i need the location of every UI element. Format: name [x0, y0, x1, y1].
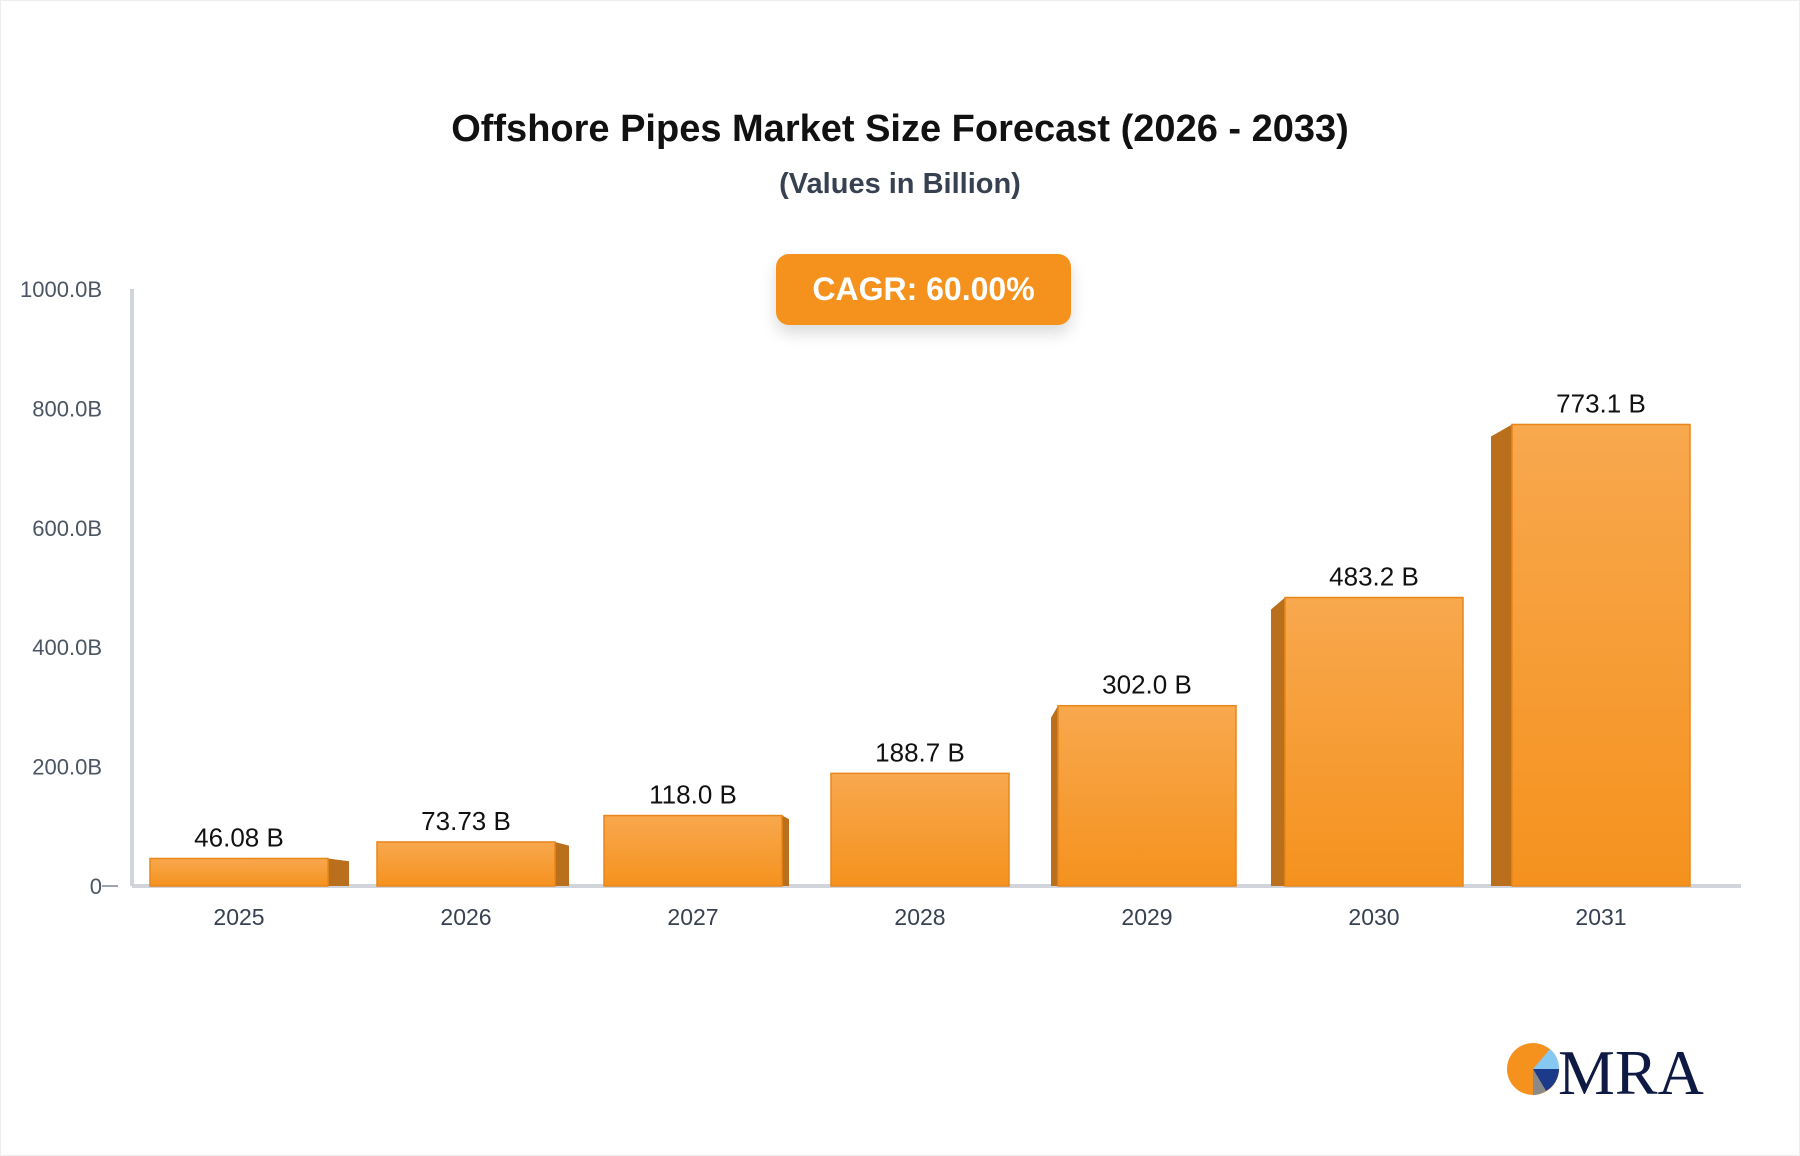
bar-side	[328, 858, 349, 886]
data-label: 773.1 B	[1556, 388, 1646, 418]
data-label: 73.73 B	[421, 806, 511, 836]
mra-logo: MRA	[1507, 1037, 1704, 1108]
bar	[376, 841, 556, 887]
data-label: 118.0 B	[649, 780, 737, 810]
data-label: 188.7 B	[875, 737, 965, 767]
logo-text: MRA	[1558, 1037, 1704, 1108]
y-tick-label: 200.0B	[32, 755, 102, 780]
bar-side	[1491, 424, 1512, 886]
bar-side	[1271, 597, 1285, 886]
bar-side	[555, 841, 569, 886]
bar-2027: 118.0 B 2027	[603, 780, 789, 930]
bar	[1511, 423, 1691, 887]
x-tick-label: 2031	[1575, 904, 1626, 930]
bar	[603, 814, 783, 887]
y-tick-label: 1000.0B	[20, 277, 102, 302]
data-label: 302.0 B	[1102, 670, 1192, 700]
bar-2028: 188.7 B 2028	[830, 737, 1010, 930]
bar	[830, 772, 1010, 887]
y-tick-label: 0	[90, 874, 102, 899]
bar-2026: 73.73 B 2026	[376, 806, 569, 930]
bar-2025: 46.08 B 2025	[149, 822, 349, 930]
bar-side	[782, 815, 789, 886]
bar	[1284, 596, 1464, 887]
data-label: 46.08 B	[194, 822, 284, 852]
x-tick-label: 2030	[1348, 904, 1399, 930]
bar-2031: 773.1 B 2031	[1491, 388, 1691, 930]
x-tick-label: 2025	[213, 904, 264, 930]
x-tick-label: 2027	[667, 904, 718, 930]
chart-title: Offshore Pipes Market Size Forecast (202…	[451, 108, 1349, 150]
y-tick-label: 400.0B	[32, 635, 102, 660]
x-tick-label: 2026	[440, 904, 491, 930]
chart-subtitle: (Values in Billion)	[779, 168, 1021, 200]
x-tick-label: 2028	[894, 904, 945, 930]
y-tick-label: 800.0B	[32, 396, 102, 421]
y-tick-label: 600.0B	[32, 516, 102, 541]
x-tick-label: 2029	[1121, 904, 1172, 930]
bar-2029: 302.0 B 2029	[1051, 670, 1237, 930]
bar-side	[1051, 705, 1058, 886]
data-label: 483.2 B	[1329, 562, 1419, 592]
cagr-badge: CAGR: 60.00%	[776, 254, 1071, 325]
bar-2030: 483.2 B 2030	[1271, 562, 1464, 930]
bar	[1057, 704, 1237, 887]
bar	[149, 857, 329, 887]
